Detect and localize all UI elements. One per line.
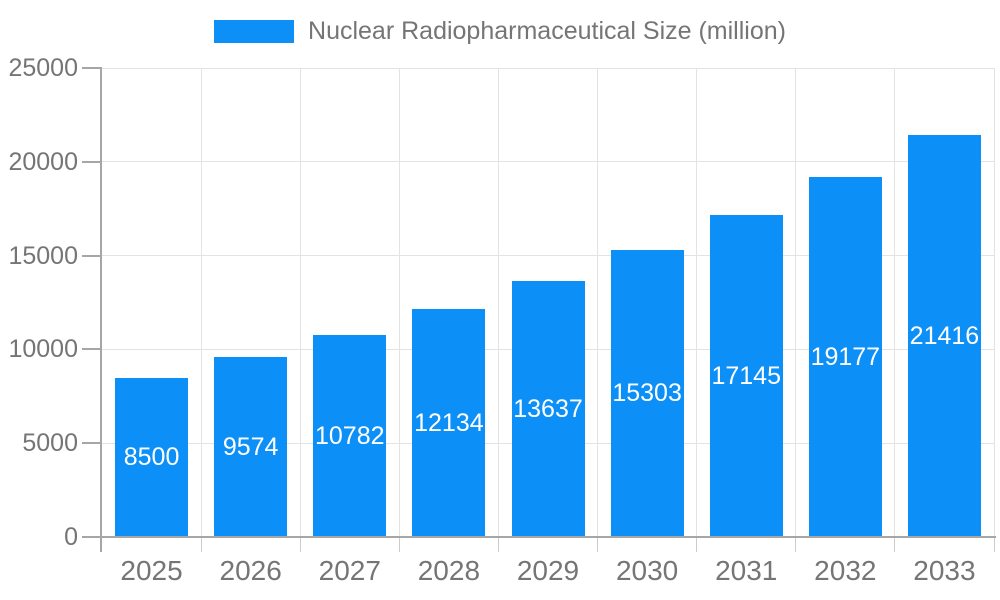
x-gridline — [497, 68, 499, 537]
y-axis-tick — [82, 254, 102, 257]
bar-value-label: 19177 — [810, 342, 881, 371]
bar: 10782 — [313, 335, 387, 537]
bar-value-label: 17145 — [711, 361, 781, 390]
x-gridline — [795, 68, 797, 537]
x-axis-tick — [398, 537, 400, 552]
bar: 9574 — [214, 357, 288, 537]
y-axis-tick — [82, 536, 102, 538]
x-gridline — [993, 68, 995, 537]
x-axis-tick-label: 2029 — [516, 555, 580, 586]
bar: 19177 — [808, 177, 882, 537]
legend-item[interactable]: Nuclear Radiopharmaceutical Size (millio… — [214, 17, 786, 45]
chart-legend: Nuclear Radiopharmaceutical Size (millio… — [0, 17, 1000, 45]
x-axis-tick — [497, 537, 499, 552]
x-gridline — [398, 68, 400, 537]
y-axis-tick — [82, 442, 102, 445]
y-axis-tick-label: 10000 — [8, 335, 78, 364]
bar-value-label: 21416 — [909, 321, 980, 350]
x-axis-tick — [299, 537, 301, 552]
x-axis-tick-label: 2027 — [318, 555, 381, 586]
y-axis-tick-label: 15000 — [8, 241, 78, 270]
bar: 15303 — [610, 250, 684, 537]
bar-value-label: 13637 — [513, 394, 583, 423]
x-axis-tick-label: 2033 — [913, 555, 976, 586]
bar: 13637 — [511, 281, 585, 537]
y-axis-tick — [82, 160, 102, 163]
bar-value-label: 12134 — [414, 408, 484, 437]
y-axis-tick-label: 5000 — [22, 429, 78, 458]
x-axis-tick — [200, 537, 202, 552]
x-axis-tick-label: 2032 — [814, 555, 877, 586]
y-axis-tick-label: 25000 — [8, 54, 78, 82]
y-axis-tick-label: 20000 — [8, 147, 78, 176]
bar: 8500 — [115, 378, 189, 537]
y-gridline — [102, 161, 994, 163]
x-axis-tick — [696, 537, 698, 552]
x-axis-tick — [993, 537, 995, 552]
x-axis-tick — [894, 537, 896, 552]
legend-color-swatch — [214, 20, 295, 43]
x-gridline — [299, 68, 301, 537]
x-axis-tick-label: 2025 — [120, 555, 183, 586]
x-axis-tick-label: 2026 — [219, 555, 282, 586]
x-axis-tick — [597, 537, 599, 552]
y-gridline — [102, 67, 994, 69]
x-gridline — [597, 68, 599, 537]
bar: 17145 — [709, 215, 783, 537]
x-axis-tick — [795, 537, 797, 552]
bar: 12134 — [412, 309, 486, 537]
legend-series-label: Nuclear Radiopharmaceutical Size (millio… — [308, 17, 786, 45]
x-gridline — [894, 68, 896, 537]
y-gridline — [102, 255, 994, 257]
y-axis-tick-label: 0 — [64, 523, 78, 551]
x-axis-tick-label: 2028 — [417, 555, 481, 586]
x-axis-tick-label: 2030 — [615, 555, 679, 586]
bar-value-label: 8500 — [123, 443, 180, 471]
bar-value-label: 15303 — [612, 379, 682, 407]
y-axis-tick — [82, 67, 102, 69]
bar: 21416 — [907, 135, 981, 537]
x-axis-line — [100, 536, 996, 538]
bar-value-label: 10782 — [315, 421, 385, 450]
x-axis-tick-label: 2031 — [715, 555, 778, 586]
bar-value-label: 9574 — [222, 432, 279, 461]
x-gridline — [200, 68, 202, 537]
y-axis-line — [100, 68, 102, 552]
y-axis-tick — [82, 348, 102, 351]
x-gridline — [696, 68, 698, 537]
